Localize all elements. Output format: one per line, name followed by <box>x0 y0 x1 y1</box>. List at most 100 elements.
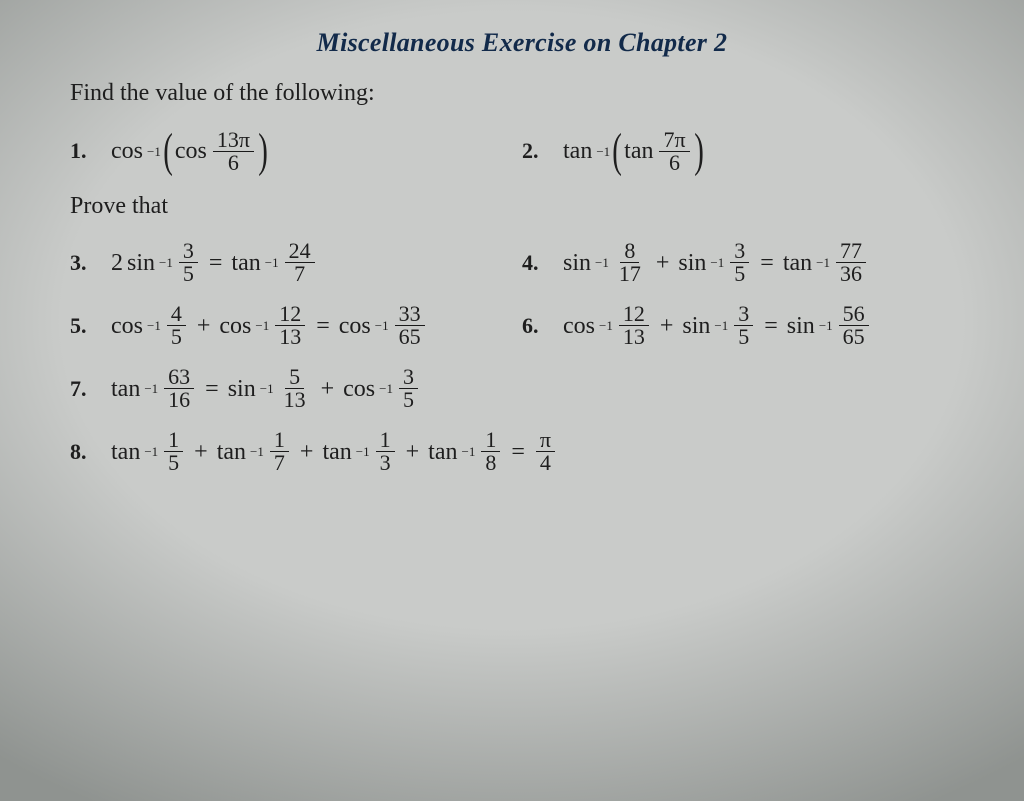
superscript: −1 <box>250 445 264 458</box>
plus-sign: + <box>300 440 314 464</box>
superscript: −1 <box>375 319 389 332</box>
fraction: 3365 <box>395 303 425 348</box>
right-paren: ) <box>258 127 268 175</box>
plus-sign: + <box>321 377 335 401</box>
page-content: Miscellaneous Exercise on Chapter 2 Find… <box>70 28 974 474</box>
numerator: 3 <box>399 366 418 389</box>
fn-sin: sin <box>682 314 710 338</box>
problem-number: 3. <box>70 250 110 276</box>
left-paren: ( <box>163 127 173 175</box>
fn-tan: tan <box>428 440 457 464</box>
denominator: 36 <box>836 263 866 285</box>
equals-sign: = <box>209 251 223 275</box>
superscript: −1 <box>255 319 269 332</box>
denominator: 5 <box>399 389 418 411</box>
numerator: 3 <box>179 240 198 263</box>
problem-expression: sin−1817+sin−135=tan−17736 <box>562 240 869 285</box>
denominator: 7 <box>270 452 289 474</box>
fraction: 35 <box>734 303 753 348</box>
problem-number: 5. <box>70 313 110 339</box>
fn-cos: cos <box>343 377 375 401</box>
problem-row: 3.2sin−135=tan−12474.sin−1817+sin−135=ta… <box>70 240 974 285</box>
problem: 7.tan−16316=sin−1513+cos−135 <box>70 366 974 411</box>
denominator: 5 <box>167 326 186 348</box>
problem-expression: cos−1(cos13π6) <box>110 127 267 175</box>
problem-number: 6. <box>522 313 562 339</box>
numerator: 33 <box>395 303 425 326</box>
fraction: 7736 <box>836 240 866 285</box>
problem: 4.sin−1817+sin−135=tan−17736 <box>522 240 974 285</box>
numerator: 77 <box>836 240 866 263</box>
superscript: −1 <box>599 319 613 332</box>
superscript: −1 <box>816 256 830 269</box>
numerator: 63 <box>164 366 194 389</box>
fn-tan: tan <box>111 377 140 401</box>
denominator: 5 <box>164 452 183 474</box>
denominator: 4 <box>536 452 555 474</box>
superscript: −1 <box>714 319 728 332</box>
problem: 1.cos−1(cos13π6) <box>70 127 522 175</box>
denominator: 17 <box>615 263 645 285</box>
fraction: 35 <box>730 240 749 285</box>
denominator: 5 <box>179 263 198 285</box>
fn-cos: cos <box>339 314 371 338</box>
problem: 2.tan−1(tan7π6) <box>522 127 974 175</box>
superscript: −1 <box>710 256 724 269</box>
problem-number: 8. <box>70 439 110 465</box>
fn-cos: cos <box>111 139 143 163</box>
equals-sign: = <box>764 314 778 338</box>
denominator: 65 <box>395 326 425 348</box>
denominator: 16 <box>164 389 194 411</box>
fn-tan: tan <box>624 139 653 163</box>
superscript: −1 <box>461 445 475 458</box>
plus-sign: + <box>197 314 211 338</box>
denominator: 8 <box>481 452 500 474</box>
problem-expression: tan−16316=sin−1513+cos−135 <box>110 366 421 411</box>
superscript: −1 <box>265 256 279 269</box>
fn-tan: tan <box>563 139 592 163</box>
problem-number: 4. <box>522 250 562 276</box>
numerator: 3 <box>730 240 749 263</box>
denominator: 5 <box>734 326 753 348</box>
numerator: 8 <box>620 240 639 263</box>
equals-sign: = <box>511 440 525 464</box>
denominator: 65 <box>839 326 869 348</box>
denominator: 6 <box>665 152 684 174</box>
fn-sin: sin <box>228 377 256 401</box>
superscript: −1 <box>144 382 158 395</box>
problem-expression: tan−115+tan−117+tan−113+tan−118=π4 <box>110 429 558 474</box>
superscript: −1 <box>260 382 274 395</box>
numerator: 1 <box>376 429 395 452</box>
plus-sign: + <box>194 440 208 464</box>
problem-number: 7. <box>70 376 110 402</box>
problem-expression: 2sin−135=tan−1247 <box>110 240 318 285</box>
problem-expression: cos−145+cos−11213=cos−13365 <box>110 303 428 348</box>
problem: 5.cos−145+cos−11213=cos−13365 <box>70 303 522 348</box>
superscript: −1 <box>379 382 393 395</box>
fn-tan: tan <box>322 440 351 464</box>
prove-that-heading: Prove that <box>70 193 974 220</box>
denominator: 13 <box>280 389 310 411</box>
problem-row: 7.tan−16316=sin−1513+cos−135 <box>70 366 974 411</box>
equals-sign: = <box>760 251 774 275</box>
fn-sin: sin <box>787 314 815 338</box>
plus-sign: + <box>406 440 420 464</box>
fn-tan: tan <box>231 251 260 275</box>
equals-sign: = <box>205 377 219 401</box>
plus-sign: + <box>660 314 674 338</box>
fraction: 13 <box>376 429 395 474</box>
fn-cos: cos <box>175 139 207 163</box>
superscript: −1 <box>159 256 173 269</box>
right-paren: ) <box>694 127 704 175</box>
problem: 8.tan−115+tan−117+tan−113+tan−118=π4 <box>70 429 974 474</box>
numerator: 1 <box>270 429 289 452</box>
numerator: 1 <box>164 429 183 452</box>
fraction: π4 <box>536 429 555 474</box>
problems-area: 1.cos−1(cos13π6)2.tan−1(tan7π6) Prove tha… <box>70 127 974 474</box>
fn-sin: sin <box>678 251 706 275</box>
numerator: 24 <box>285 240 315 263</box>
denominator: 7 <box>290 263 309 285</box>
denominator: 13 <box>619 326 649 348</box>
textbook-page: Miscellaneous Exercise on Chapter 2 Find… <box>0 0 1024 801</box>
fraction: 17 <box>270 429 289 474</box>
